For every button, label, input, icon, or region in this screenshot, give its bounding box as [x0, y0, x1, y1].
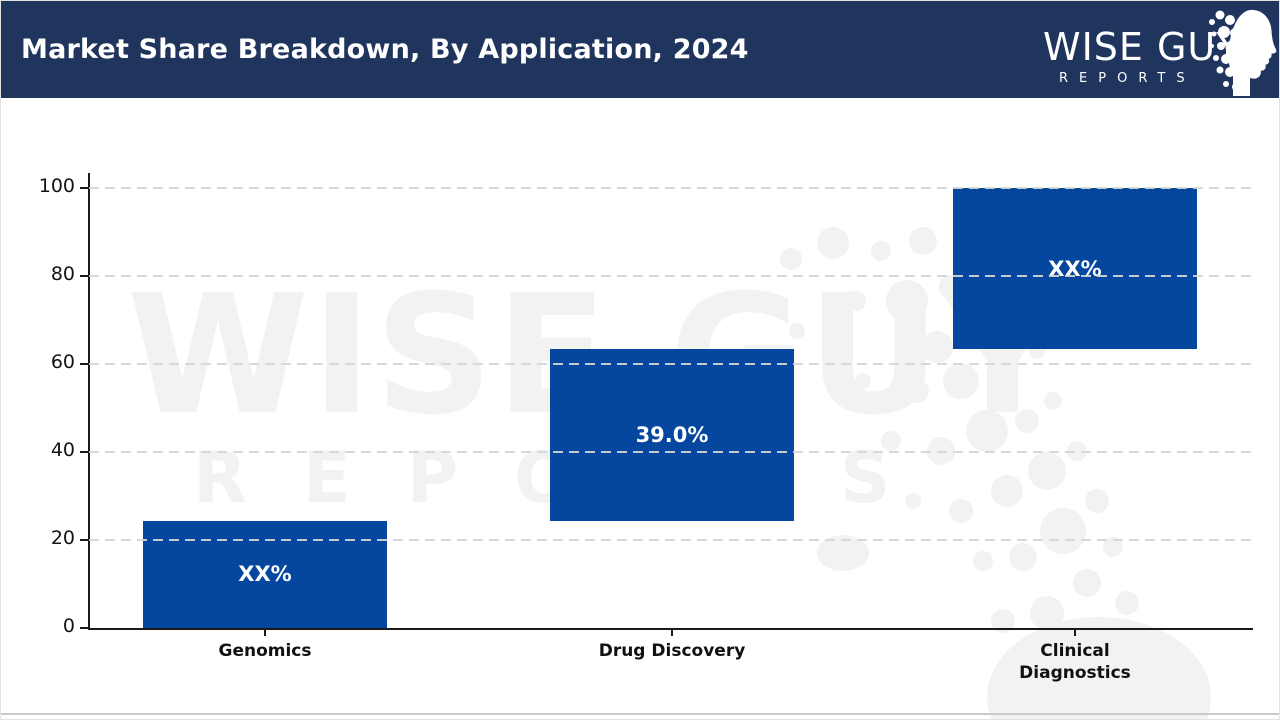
- logo-face-dots-icon: [1209, 9, 1277, 96]
- ytick-label-20: 20: [50, 527, 75, 549]
- ytick-mark-60: [80, 363, 89, 365]
- logo-subtext: REPORTS: [1059, 71, 1196, 86]
- bottom-border-line: [1, 713, 1279, 715]
- gridline-60: [89, 363, 1253, 365]
- xtick-mark-2: [1074, 630, 1076, 636]
- xcat-label-line: Clinical: [1040, 641, 1110, 661]
- ytick-mark-100: [80, 187, 89, 189]
- xcat-label-1: Drug Discovery: [512, 640, 832, 662]
- bar-drug-discovery: 39.0%: [550, 349, 794, 521]
- gridline-80: [89, 275, 1253, 277]
- bar-value-label: 39.0%: [635, 422, 709, 447]
- logo-wordmark: WISE GUY: [1043, 25, 1241, 69]
- ytick-mark-0: [80, 627, 89, 629]
- xtick-mark-1: [671, 630, 673, 636]
- ytick-label-0: 0: [62, 615, 75, 637]
- xcat-label-2: Clinical Diagnostics: [915, 640, 1235, 684]
- gridline-20: [89, 539, 1253, 541]
- bar-genomics: XX%: [143, 520, 387, 628]
- xcat-label-line: Drug Discovery: [598, 641, 746, 661]
- ytick-mark-80: [80, 275, 89, 277]
- x-axis-spine: [88, 628, 1253, 630]
- chart-title: Market Share Breakdown, By Application, …: [21, 34, 749, 65]
- xtick-mark-0: [264, 630, 266, 636]
- bar-clinical-diagnostics: XX%: [953, 188, 1197, 350]
- ytick-mark-20: [80, 539, 89, 541]
- ytick-label-100: 100: [38, 175, 75, 197]
- y-axis-spine: [88, 173, 90, 630]
- xcat-label-0: Genomics: [105, 640, 425, 662]
- xcat-label-line: Diagnostics: [1019, 663, 1131, 683]
- ytick-label-80: 80: [50, 263, 75, 285]
- ytick-label-40: 40: [50, 439, 75, 461]
- bar-value-label: XX%: [238, 562, 292, 587]
- gridline-100: [89, 187, 1253, 189]
- ytick-label-60: 60: [50, 351, 75, 373]
- header: Market Share Breakdown, By Application, …: [1, 1, 1279, 98]
- xcat-label-line: Genomics: [218, 641, 312, 661]
- ytick-mark-40: [80, 451, 89, 453]
- gridline-40: [89, 451, 1253, 453]
